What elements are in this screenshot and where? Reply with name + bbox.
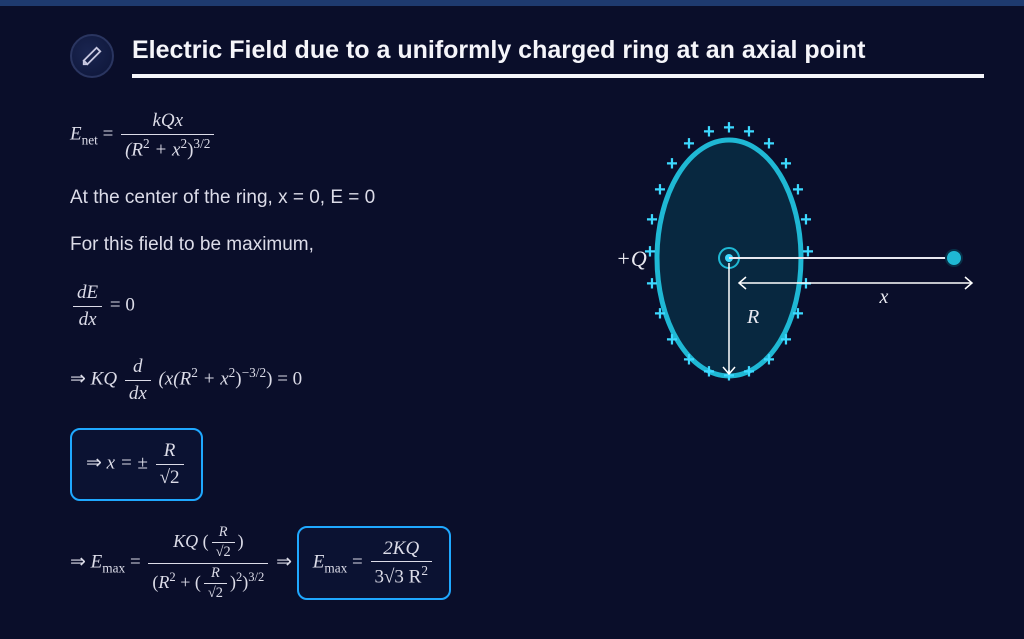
formula-derivative: ⇒ KQ d dx (x(R2 + x2)−3/2) = 0	[70, 354, 590, 406]
equals: =	[103, 124, 118, 145]
axial-point	[946, 250, 962, 266]
svg-text:+: +	[743, 361, 755, 383]
r-label: R	[746, 306, 759, 328]
de-numer: dE	[73, 280, 102, 307]
boxed-x: ⇒ x = ± R √2	[70, 428, 203, 500]
eq-zero: = 0	[110, 294, 135, 315]
dedx-fraction: dE dx	[73, 280, 102, 332]
emax-final-frac: 2KQ 3√3 R2	[371, 536, 433, 591]
enet-numer: kQx	[121, 108, 214, 135]
svg-text:+: +	[683, 349, 695, 371]
svg-text:+: +	[763, 349, 775, 371]
r-numer: R	[156, 438, 184, 465]
svg-text:+: +	[780, 153, 792, 175]
svg-text:+: +	[683, 133, 695, 155]
formula-emax: ⇒ Emax = KQ (R√2) (R2 + (R√2)2)3/2 ⇒ Ema…	[70, 523, 590, 604]
enet-denom: (R2 + x2)3/2	[121, 135, 214, 163]
svg-text:+: +	[743, 121, 755, 143]
content-area: Enet = kQx (R2 + x2)3/2 At the center of…	[0, 98, 1024, 603]
kq-text: KQ	[91, 369, 117, 390]
svg-text:+: +	[654, 303, 666, 325]
ring-diagram: +++ +++ +++ +++ +++ +++ +++ +++ x	[584, 98, 984, 438]
three-r3-den: 3√3 R2	[371, 562, 433, 590]
two-kq: 2KQ	[371, 536, 433, 563]
implies-3: ⇒	[70, 551, 91, 572]
arg-open: (x(R	[159, 369, 192, 390]
svg-text:+: +	[763, 133, 775, 155]
dx-denom: dx	[73, 307, 102, 333]
svg-text:+: +	[654, 179, 666, 201]
max-condition-text: For this field to be maximum,	[70, 232, 590, 258]
x-fraction: R √2	[156, 438, 184, 490]
svg-text:+: +	[666, 153, 678, 175]
svg-text:+: +	[800, 209, 812, 231]
x-label: x	[879, 286, 889, 308]
svg-text:+: +	[703, 361, 715, 383]
svg-text:+: +	[802, 241, 814, 263]
svg-text:+: +	[792, 179, 804, 201]
formula-x-solution: ⇒ x = ± R √2	[70, 428, 590, 500]
svg-text:+: +	[800, 273, 812, 295]
root2-denom: √2	[156, 465, 184, 491]
slide-title: Electric Field due to a uniformly charge…	[132, 34, 984, 78]
enet-fraction: kQx (R2 + x2)3/2	[121, 108, 214, 163]
x-eq: x = ±	[107, 453, 153, 474]
emax-sub: max	[102, 560, 125, 575]
emax-e: E	[91, 551, 103, 572]
svg-text:+: +	[792, 303, 804, 325]
eq-1: =	[130, 551, 145, 572]
implies-1: ⇒	[70, 369, 91, 390]
edit-icon	[70, 34, 114, 78]
arg-close: ) = 0	[266, 369, 302, 390]
svg-text:+: +	[646, 209, 658, 231]
svg-text:+: +	[723, 117, 735, 139]
q-label: +Q	[616, 246, 647, 271]
net-sub: net	[82, 132, 98, 147]
boxed-emax: Emax = 2KQ 3√3 R2	[297, 526, 451, 601]
ddx-fraction: d dx	[125, 354, 151, 406]
svg-text:+: +	[780, 329, 792, 351]
text-column: Enet = kQx (R2 + x2)3/2 At the center of…	[70, 108, 590, 603]
svg-text:+: +	[703, 121, 715, 143]
formula-enet: Enet = kQx (R2 + x2)3/2	[70, 108, 590, 163]
e-symbol: E	[70, 124, 82, 145]
center-note: At the center of the ring, x = 0, E = 0	[70, 185, 590, 211]
emax-den-1: (R2 + (R√2)2)3/2	[148, 564, 268, 604]
svg-text:+: +	[666, 329, 678, 351]
formula-dedx: dE dx = 0	[70, 280, 590, 332]
emax-num-1: KQ (R√2)	[148, 523, 268, 564]
emax-frac-1: KQ (R√2) (R2 + (R√2)2)3/2	[148, 523, 268, 604]
big-arrow: ⇒	[276, 551, 297, 572]
d-numer: d	[125, 354, 151, 381]
svg-text:+: +	[646, 273, 658, 295]
implies-2: ⇒	[86, 453, 107, 474]
d-denom: dx	[125, 381, 151, 407]
slide-header: Electric Field due to a uniformly charge…	[70, 34, 984, 78]
